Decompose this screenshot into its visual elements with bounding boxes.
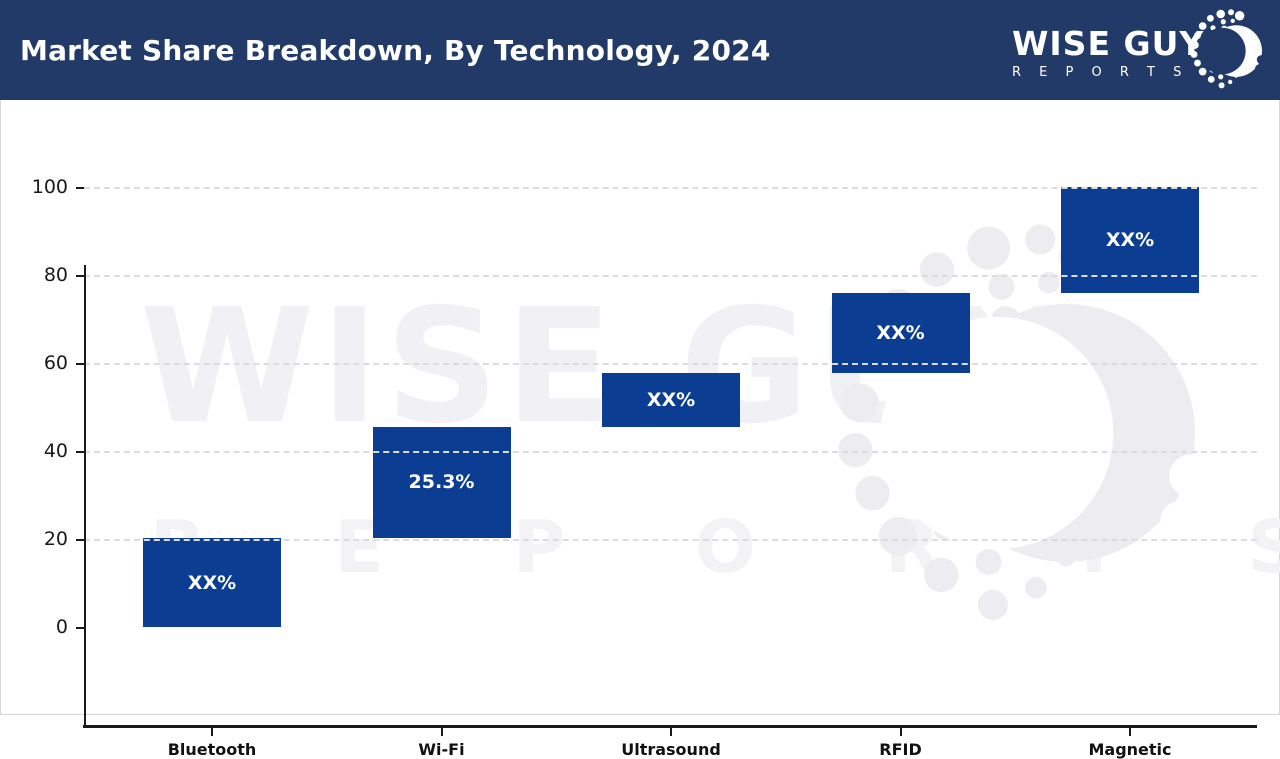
gridline-60 [84,363,1257,365]
gridline-40 [84,451,1257,453]
y-tick-label-40: 40 [43,440,68,462]
bar-magnetic: XX% [1061,187,1199,294]
y-tick-label-80: 80 [43,264,68,286]
bar-bluetooth: XX% [143,538,281,627]
x-tick-mark-bluetooth [211,728,213,736]
bar-label-ultrasound: XX% [646,388,696,411]
y-axis-line [84,265,86,728]
gridline-100 [84,187,1257,189]
gridline-80 [84,275,1257,277]
bar-wi-fi: 25.3% [372,426,511,539]
gridline-20 [84,539,1257,541]
wiseguy-face-icon [1190,9,1262,89]
brand-wordmark: WISE GUY R E P O R T S [1012,24,1205,80]
y-tick-label-0: 0 [55,616,68,638]
y-tick-label-60: 60 [43,352,68,374]
y-tick-label-20: 20 [43,528,68,550]
y-tick-mark-20 [76,539,84,541]
brand-name: WISE GUY [1012,24,1205,63]
x-tick-label-ultrasound: Ultrasound [621,740,721,759]
app-header: Market Share Breakdown, By Technology, 2… [0,0,1280,100]
bar-rfid: XX% [831,293,970,373]
bar-ultrasound: XX% [602,372,740,427]
bar-label-rfid: XX% [876,321,925,344]
y-tick-mark-40 [76,451,84,453]
x-tick-mark-rfid [899,728,902,736]
bar-label-wi-fi: 25.3% [408,471,475,494]
x-tick-label-magnetic: Magnetic [1088,740,1172,759]
chart: XX% 25.3% XX% XX% XX% 0 20 40 60 80 100 Bluetooth… [0,100,1280,759]
x-tick-label-rfid: RFID [879,740,922,759]
brand-logo: WISE GUY R E P O R T S [1012,6,1262,96]
x-tick-label-wi-fi: Wi-Fi [418,740,465,759]
y-tick-mark-60 [76,363,84,365]
x-tick-mark-ultrasound [670,728,672,736]
y-tick-label-100: 100 [31,176,68,198]
bar-label-magnetic: XX% [1105,229,1155,252]
brand-subtitle: R E P O R T S [1012,65,1189,80]
x-tick-mark-wi-fi [440,728,443,736]
y-tick-mark-0 [76,627,84,629]
x-tick-mark-magnetic [1129,728,1131,736]
x-tick-label-bluetooth: Bluetooth [167,740,257,759]
y-tick-mark-80 [76,275,84,277]
y-tick-mark-100 [76,187,84,189]
bar-label-bluetooth: XX% [187,571,237,594]
page-title: Market Share Breakdown, By Technology, 2… [20,33,771,67]
